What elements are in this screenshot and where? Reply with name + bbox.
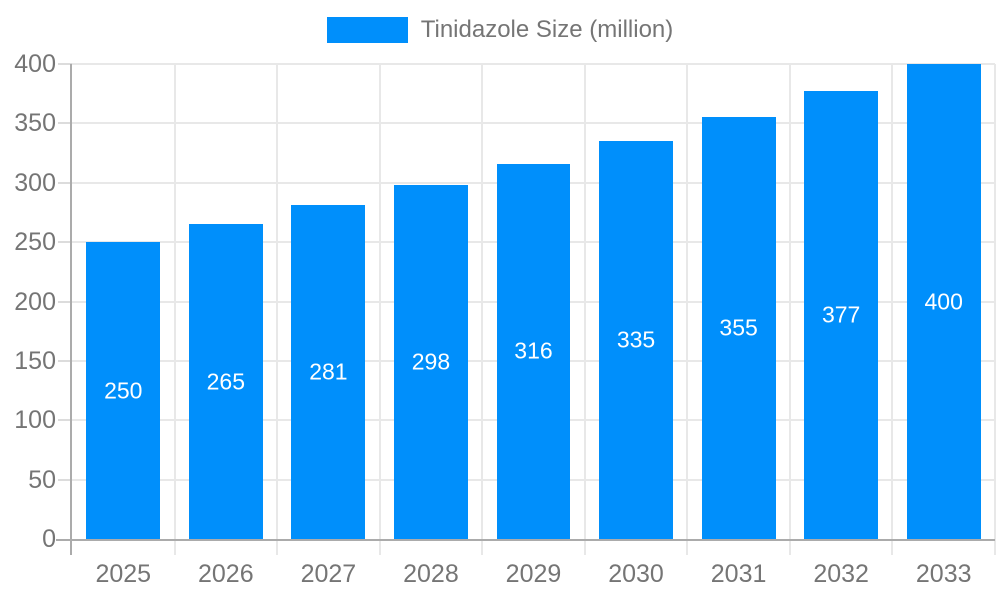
y-axis-tick	[58, 122, 72, 125]
gridline-vertical	[481, 64, 484, 555]
y-axis-label: 400	[14, 50, 56, 78]
x-axis-label: 2028	[403, 560, 459, 588]
bar-value-label: 335	[616, 326, 656, 353]
y-axis-label: 150	[14, 346, 56, 375]
y-axis-tick	[58, 63, 72, 65]
bar[interactable]: 265	[188, 224, 263, 539]
y-axis-tick	[58, 300, 72, 303]
y-axis-label: 200	[14, 287, 56, 316]
x-axis-label: 2027	[300, 560, 357, 588]
y-axis-label: 0	[42, 525, 56, 553]
gridline-vertical	[173, 64, 176, 555]
bar-value-label: 265	[206, 368, 245, 395]
bar-value-label: 377	[821, 301, 861, 328]
legend-label: Tinidazole Size (million)	[420, 16, 674, 43]
gridline-vertical	[583, 64, 586, 555]
x-axis-label: 2030	[608, 560, 664, 588]
y-axis-label: 100	[14, 406, 56, 435]
gridline-horizontal	[72, 122, 995, 125]
bar-value-label: 400	[924, 288, 963, 314]
bar[interactable]: 335	[599, 141, 673, 539]
y-axis-label: 350	[14, 109, 56, 138]
bar-value-label: 316	[514, 337, 553, 364]
x-axis-label: 2032	[813, 560, 869, 588]
bar-value-label: 355	[719, 314, 758, 341]
x-axis-label: 2026	[198, 560, 254, 588]
bar[interactable]: 298	[394, 185, 468, 539]
y-axis-tick	[58, 241, 72, 244]
bar-value-label: 250	[104, 377, 143, 404]
legend-item[interactable]: Tinidazole Size (million)	[326, 15, 674, 45]
bar[interactable]: 355	[701, 117, 776, 539]
bar[interactable]: 400	[906, 64, 981, 539]
legend-swatch	[326, 17, 408, 43]
bar[interactable]: 316	[496, 163, 571, 539]
y-axis-tick	[58, 359, 72, 362]
x-axis-label: 2029	[505, 560, 562, 588]
chart-legend: Tinidazole Size (million)	[0, 15, 1000, 45]
gridline-vertical	[788, 64, 791, 555]
y-axis-tick	[58, 181, 72, 184]
plot-area: 250 265 281 298 316 335 355 377 400	[72, 63, 996, 555]
y-axis-tick	[58, 478, 72, 481]
bar[interactable]: 281	[291, 205, 366, 539]
x-axis-label: 2025	[95, 560, 152, 588]
gridline-vertical	[994, 64, 996, 555]
bar-value-label: 298	[411, 348, 451, 375]
y-axis-label: 50	[28, 465, 56, 494]
x-axis-label: 2031	[710, 560, 767, 588]
y-axis-line	[70, 64, 72, 555]
y-axis-tick	[58, 419, 72, 422]
gridline-vertical	[891, 64, 894, 555]
gridline-vertical	[276, 64, 279, 555]
bar-value-label: 281	[309, 358, 348, 385]
x-axis-label: 2033	[915, 560, 972, 588]
x-axis-line	[56, 539, 995, 541]
gridline-vertical	[686, 64, 689, 555]
gridline-horizontal	[72, 63, 995, 65]
y-axis-label: 300	[14, 168, 56, 197]
bar[interactable]: 250	[86, 242, 161, 539]
bar[interactable]: 377	[804, 91, 879, 539]
y-axis-label: 250	[14, 228, 56, 257]
gridline-vertical	[378, 64, 381, 555]
